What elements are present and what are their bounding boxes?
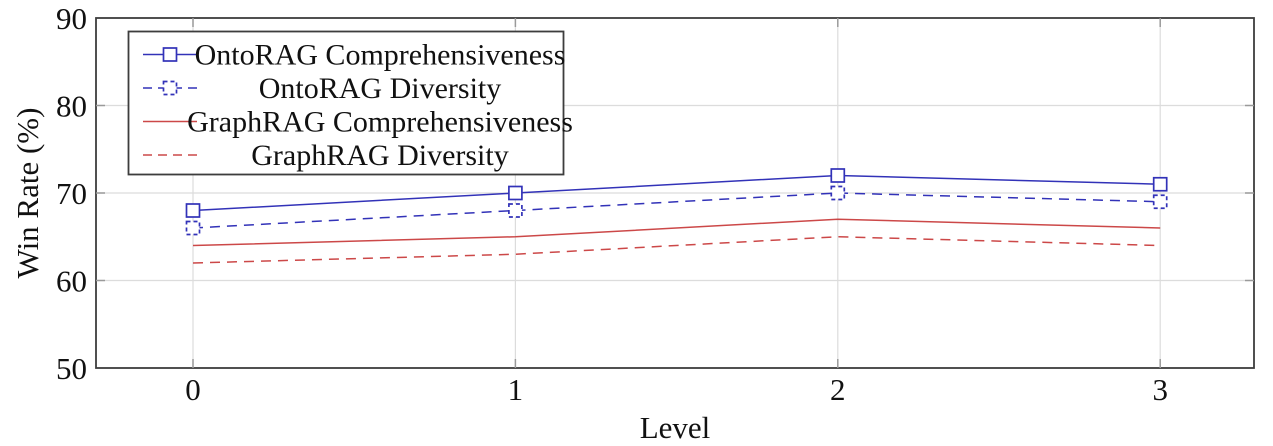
legend-item-0: OntoRAG Comprehensiveness [143, 39, 565, 72]
legend-label-1: OntoRAG Diversity [259, 72, 502, 105]
x-tick-labels: 0 1 2 3 [185, 372, 1168, 407]
legend-item-3: GraphRAG Diversity [143, 139, 509, 172]
y-axis-label: Win Rate (%) [10, 108, 45, 279]
series-line-3 [192, 235, 1161, 264]
legend-marker-square-icon [162, 80, 178, 96]
series-2 [192, 218, 1161, 247]
marker-square-icon [1152, 194, 1168, 210]
y-tick-label-60: 60 [56, 264, 87, 299]
legend-box [127, 30, 565, 176]
x-tick-label-0: 0 [185, 372, 201, 407]
x-tick-label-3: 3 [1152, 372, 1168, 407]
legend-marker-square-icon [162, 47, 178, 62]
legend-label-0: OntoRAG Comprehensiveness [195, 39, 566, 72]
series-line-1 [192, 192, 1161, 229]
x-tick-label-1: 1 [508, 372, 524, 407]
marker-square-icon [185, 203, 201, 218]
tick-marks [96, 18, 1254, 368]
series-1 [185, 185, 1168, 236]
y-tick-labels: 50 60 70 80 90 [56, 1, 87, 386]
legend-label-3: GraphRAG Diversity [251, 139, 508, 172]
marker-square-icon [508, 203, 523, 218]
y-tick-label-90: 90 [56, 1, 87, 36]
series-3 [192, 235, 1161, 264]
marker-square-icon [1152, 176, 1168, 192]
marker-square-icon [830, 168, 846, 183]
x-axis-label: Level [640, 410, 711, 445]
series-line-2 [192, 218, 1161, 247]
marker-square-icon [508, 185, 523, 201]
marker-square-icon [185, 220, 201, 236]
legend-item-1: OntoRAG Diversity [143, 72, 501, 105]
x-tick-label-2: 2 [830, 372, 846, 407]
y-tick-label-70: 70 [56, 176, 87, 211]
legend-item-2: GraphRAG Comprehensiveness [143, 106, 573, 139]
y-tick-label-50: 50 [56, 351, 87, 386]
series-0 [185, 168, 1168, 218]
legend-label-2: GraphRAG Comprehensiveness [187, 106, 573, 139]
y-tick-label-80: 80 [56, 89, 87, 124]
series-line-0 [192, 174, 1161, 212]
marker-square-icon [830, 185, 846, 201]
